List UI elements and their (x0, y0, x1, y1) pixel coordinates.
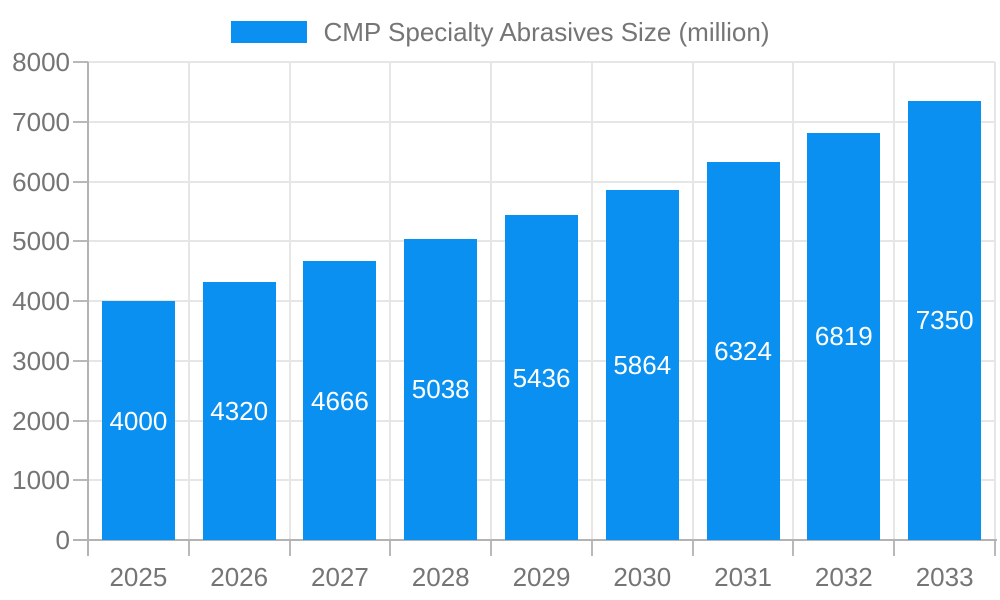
y-axis-tick (73, 240, 88, 243)
bar: 5038 (404, 238, 478, 540)
y-tick-label: 2000 (12, 405, 70, 436)
x-tick-label: 2031 (714, 562, 772, 592)
gridline-horizontal (88, 120, 995, 123)
y-axis-tick (73, 180, 88, 183)
x-axis-tick (389, 540, 392, 556)
gridline-vertical (590, 62, 593, 540)
bar-value-label: 6819 (814, 321, 873, 352)
y-axis-tick (73, 479, 88, 482)
x-axis-tick (490, 540, 493, 556)
x-tick-label: 2027 (311, 562, 369, 592)
x-tick-label: 2032 (814, 562, 873, 592)
gridline-horizontal (88, 61, 995, 63)
bar: 4000 (101, 301, 175, 540)
bar-value-label: 6324 (714, 336, 772, 367)
y-tick-label: 3000 (12, 345, 70, 376)
y-tick-label: 7000 (12, 106, 70, 137)
x-axis-tick (288, 540, 291, 556)
y-tick-label: 4000 (12, 286, 70, 316)
legend-swatch-icon (230, 21, 307, 43)
x-axis-tick (590, 540, 593, 556)
x-axis-tick (893, 540, 896, 556)
gridline-vertical (893, 62, 896, 540)
gridline-vertical (490, 62, 493, 540)
chart-legend[interactable]: CMP Specialty Abrasives Size (million) (0, 17, 1000, 47)
bar-value-label: 7350 (915, 305, 974, 336)
y-axis-tick (73, 300, 88, 302)
bar: 5864 (605, 189, 679, 540)
x-tick-label: 2025 (109, 562, 168, 592)
y-tick-label: 1000 (12, 465, 70, 496)
x-axis-tick (187, 540, 190, 556)
bar-value-label: 4320 (210, 395, 269, 426)
gridline-vertical (792, 62, 795, 540)
x-tick-label: 2028 (411, 562, 470, 592)
plot-area: 0 1000 2000 3000 4000 5000 6000 7000 8000 4000 202… (12, 49, 997, 590)
bar: 5436 (505, 215, 578, 540)
y-tick-label: 8000 (12, 47, 70, 77)
gridline-vertical (691, 62, 694, 540)
x-tick-label: 2033 (915, 562, 974, 592)
x-tick-label: 2029 (512, 562, 571, 592)
bar: 6324 (706, 162, 780, 540)
x-axis-tick (994, 540, 996, 556)
gridline-vertical (187, 62, 190, 540)
bar: 6819 (807, 132, 881, 540)
legend-label: CMP Specialty Abrasives Size (million) (323, 17, 770, 47)
y-axis-tick (73, 120, 88, 123)
x-tick-label: 2030 (613, 562, 672, 592)
bar: 7350 (908, 100, 982, 540)
bar: 4666 (303, 261, 377, 540)
y-axis-tick (73, 419, 88, 422)
y-axis-tick (73, 359, 88, 362)
y-tick-label: 0 (55, 525, 70, 555)
y-axis-line (87, 62, 89, 556)
x-axis-tick (691, 540, 694, 556)
bar-value-label: 5864 (613, 349, 672, 380)
bar-value-label: 5436 (512, 362, 571, 393)
bar: 4320 (202, 281, 276, 540)
y-tick-label: 6000 (12, 166, 70, 197)
gridline-vertical (288, 62, 291, 540)
bar-value-label: 5038 (411, 374, 470, 405)
bar-value-label: 4000 (109, 405, 168, 436)
x-axis-tick (792, 540, 795, 556)
bar-value-label: 4666 (311, 385, 369, 416)
gridline-vertical (389, 62, 392, 540)
y-tick-label: 5000 (12, 226, 70, 257)
y-axis-tick (73, 61, 88, 63)
x-axis-line (73, 539, 997, 541)
gridline-vertical (994, 62, 996, 540)
gridline-horizontal (88, 180, 995, 183)
x-tick-label: 2026 (210, 562, 269, 592)
